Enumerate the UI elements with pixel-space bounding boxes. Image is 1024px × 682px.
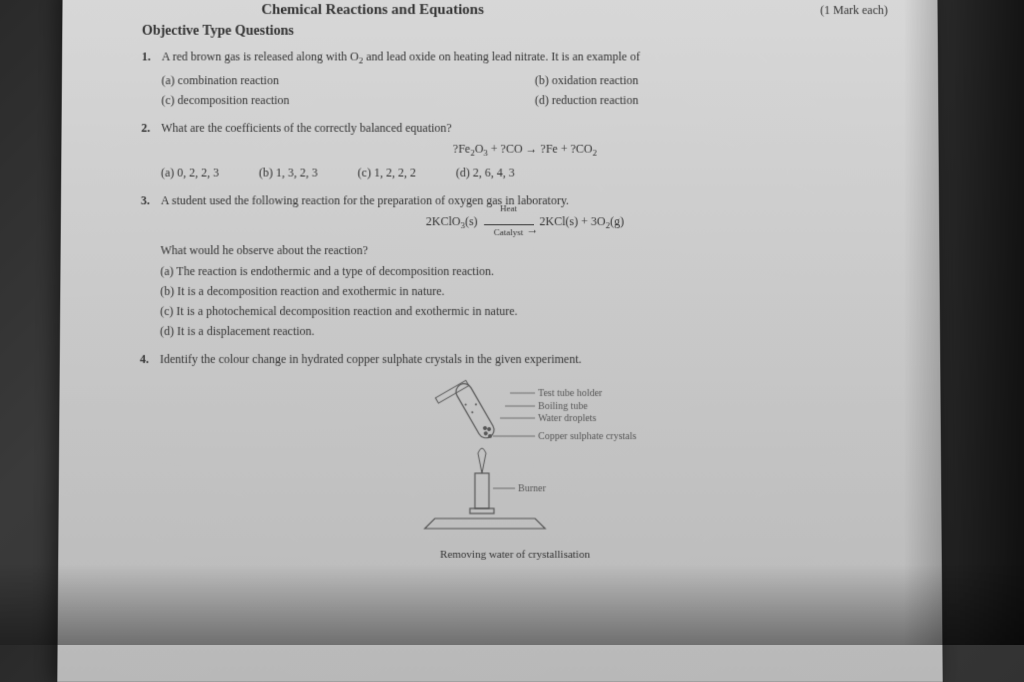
label-tube: Boiling tube xyxy=(538,401,588,412)
q3-option-c: (c) It is a photochemical decomposition … xyxy=(160,302,890,320)
q2-text: What are the coefficients of the correct… xyxy=(161,121,452,135)
q1-text: A red brown gas is released along with O… xyxy=(162,50,640,64)
q1-number: 1. xyxy=(142,48,151,66)
q3-option-b: (b) It is a decomposition reaction and e… xyxy=(160,282,890,300)
q1-option-b: (b) oxidation reaction xyxy=(535,71,889,89)
q2-option-b: (b) 1, 3, 2, 3 xyxy=(259,163,318,181)
q1-option-d: (d) reduction reaction xyxy=(535,91,889,109)
question-3: 3. A student used the following reaction… xyxy=(140,191,890,339)
question-2: 2. What are the coefficients of the corr… xyxy=(141,119,889,181)
label-droplets: Water droplets xyxy=(538,413,596,424)
q2-options: (a) 0, 2, 2, 3 (b) 1, 3, 2, 3 (c) 1, 2, … xyxy=(161,163,889,181)
diagram-caption: Removing water of crystallisation xyxy=(139,548,892,560)
q4-number: 4. xyxy=(140,350,149,368)
apparatus-svg: Test tube holder Boiling tube Water drop… xyxy=(375,378,656,539)
q3-options: (a) The reaction is endothermic and a ty… xyxy=(160,262,890,340)
q1-options: (a) combination reaction (b) oxidation r… xyxy=(161,71,888,109)
q2-option-a: (a) 0, 2, 2, 3 xyxy=(161,163,219,181)
q3-subtext: What would he observe about the reaction… xyxy=(160,241,889,259)
label-crystals: Copper sulphate crystals xyxy=(538,431,637,442)
page: Chemical Reactions and Equations (1 Mark… xyxy=(57,0,942,682)
question-1: 1. A red brown gas is released along wit… xyxy=(141,48,888,109)
q3-equation: 2KClO3(s) Heat → Catalyst 2KCl(s) + 3O2(… xyxy=(161,212,890,233)
arrow-group: Heat → Catalyst xyxy=(484,212,534,230)
label-holder: Test tube holder xyxy=(538,388,603,399)
q1-option-c: (c) decomposition reaction xyxy=(161,91,515,109)
q3-number: 3. xyxy=(141,191,150,209)
q2-equation: ?Fe2O3 + ?CO → ?Fe + ?CO2 xyxy=(161,140,889,161)
q3-option-a: (a) The reaction is endothermic and a ty… xyxy=(160,262,889,280)
header-row: Chemical Reactions and Equations (1 Mark… xyxy=(142,2,888,19)
q4-text: Identify the colour change in hydrated c… xyxy=(160,352,582,366)
q2-option-c: (c) 1, 2, 2, 2 xyxy=(358,163,416,181)
question-4: 4. Identify the colour change in hydrate… xyxy=(140,350,890,368)
label-burner: Burner xyxy=(518,483,547,494)
q3-option-d: (d) It is a displacement reaction. xyxy=(160,322,890,340)
chapter-title: Chemical Reactions and Equations xyxy=(261,2,484,19)
q1-option-a: (a) combination reaction xyxy=(161,71,515,89)
q2-option-d: (d) 2, 6, 4, 3 xyxy=(456,163,515,181)
section-title: Objective Type Questions xyxy=(142,24,888,40)
diagram: Test tube holder Boiling tube Water drop… xyxy=(139,378,892,561)
q2-number: 2. xyxy=(141,119,150,137)
marks-label: (1 Mark each) xyxy=(820,3,888,18)
